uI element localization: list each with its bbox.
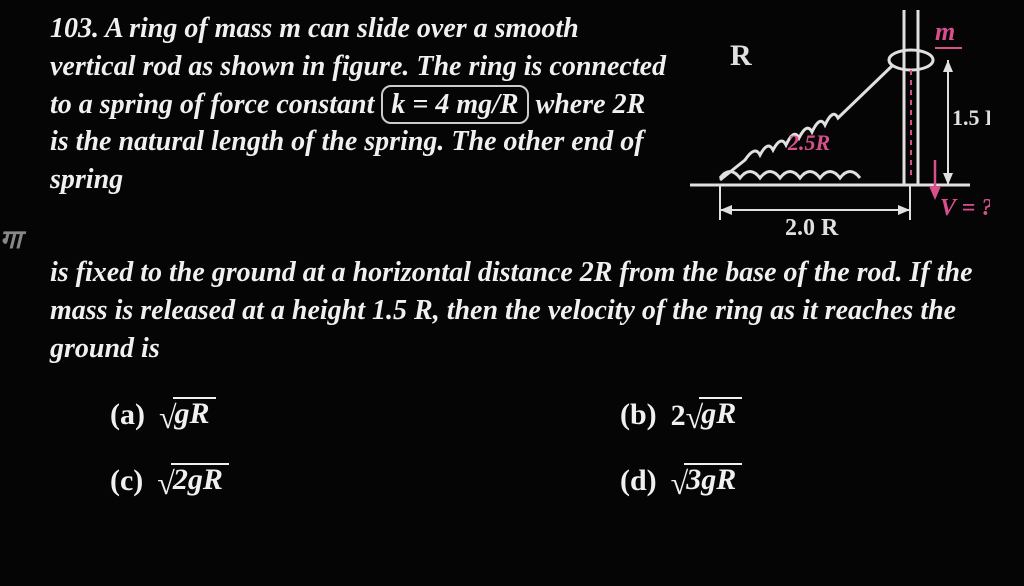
option-b-radicand: gR — [699, 397, 742, 429]
dim-15R-arrow-down — [943, 173, 953, 185]
side-marker: गा — [0, 220, 21, 256]
option-d-root: √ 3gR — [671, 463, 743, 499]
label-20R: 2.0 R — [785, 215, 839, 241]
label-v: V = ? — [940, 195, 990, 221]
boxed-constant: k = 4 mg/R — [381, 85, 528, 124]
question-text-part3: is fixed to the ground at a horizontal d… — [50, 254, 990, 367]
option-d-radicand: 3gR — [684, 463, 742, 495]
label-R: R — [730, 39, 752, 72]
label-m: m — [935, 17, 955, 46]
question-container: 103. A ring of mass m can slide over a s… — [50, 10, 990, 499]
options-grid: (a) √ gR (b) 2 √ gR (c) √ 2gR (d) — [50, 397, 990, 499]
option-c-root: √ 2gR — [157, 463, 229, 499]
option-b-root: 2 √ gR — [671, 397, 743, 433]
label-2sR: 2.5R — [787, 130, 830, 155]
diagram-svg: R m 2.5R 1.5 R 2.0 R — [690, 10, 990, 250]
option-d-label: (d) — [620, 464, 657, 498]
spring-icon — [720, 65, 893, 180]
dim-15R-arrow-up — [943, 60, 953, 72]
option-c-label: (c) — [110, 464, 143, 498]
option-b: (b) 2 √ gR — [620, 397, 990, 433]
label-15R: 1.5 R — [952, 105, 990, 130]
diagram: R m 2.5R 1.5 R 2.0 R — [690, 10, 990, 250]
question-number: 103. — [50, 13, 99, 44]
dim-20R-arrow-right — [898, 205, 910, 215]
option-b-label: (b) — [620, 398, 657, 432]
dim-20R-arrow-left — [720, 205, 732, 215]
option-a-radicand: gR — [173, 397, 216, 429]
option-a-root: √ gR — [159, 397, 216, 433]
option-b-coef: 2 — [671, 399, 686, 433]
ground-spring-icon — [720, 172, 860, 179]
option-a: (a) √ gR — [110, 397, 480, 433]
option-c-radicand: 2gR — [171, 463, 229, 495]
option-a-label: (a) — [110, 398, 145, 432]
question-row: 103. A ring of mass m can slide over a s… — [50, 10, 990, 250]
option-d: (d) √ 3gR — [620, 463, 990, 499]
option-c: (c) √ 2gR — [110, 463, 480, 499]
question-text-block: 103. A ring of mass m can slide over a s… — [50, 10, 670, 250]
ring-icon — [889, 50, 933, 70]
